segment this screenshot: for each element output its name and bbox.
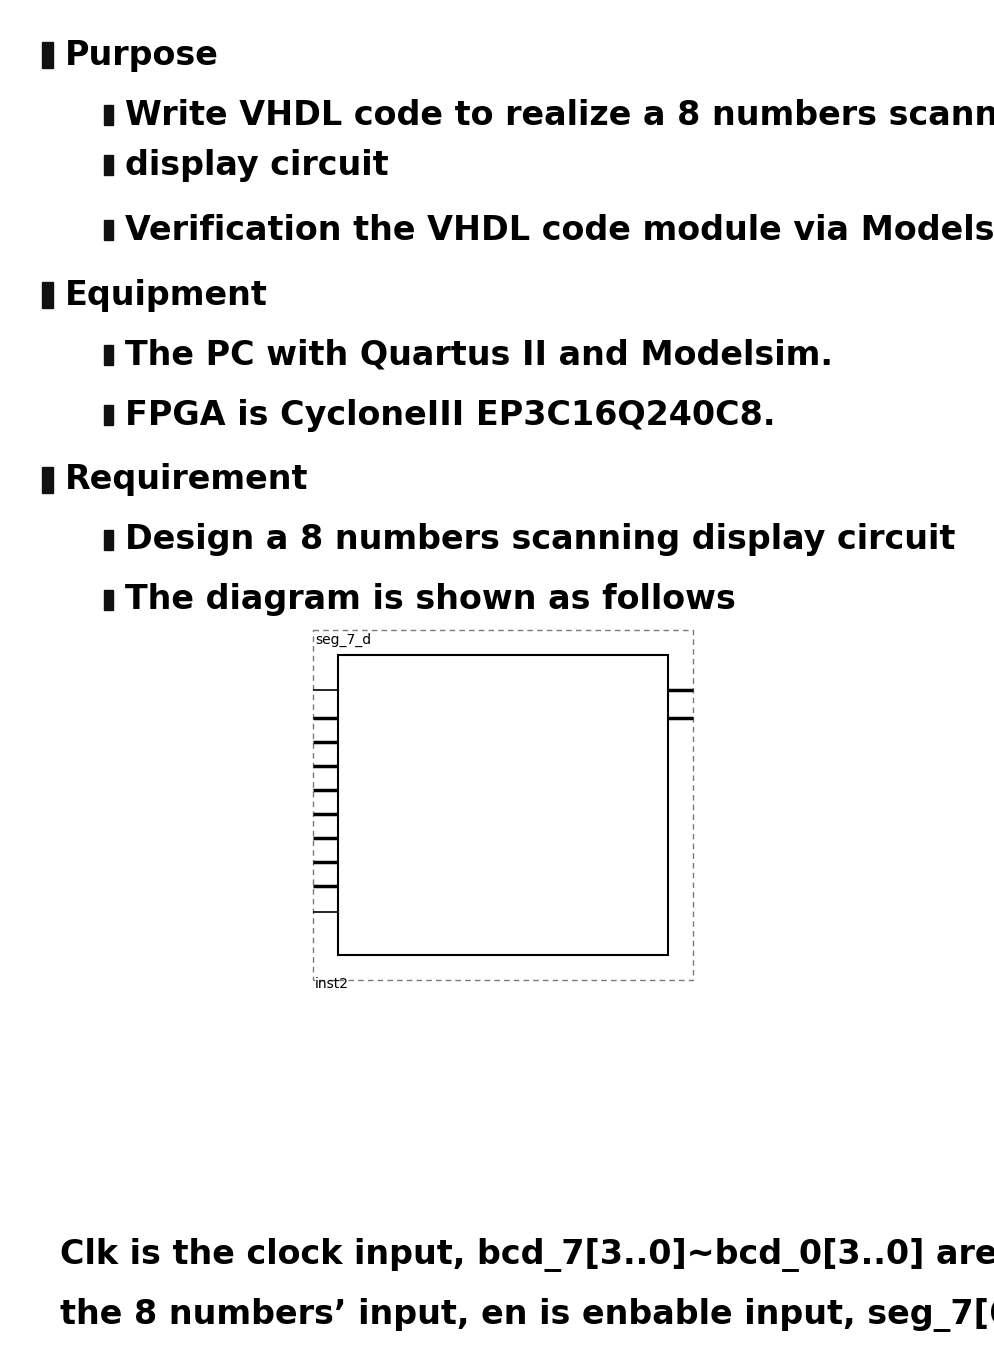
Text: FPGA is CycloneIII EP3C16Q240C8.: FPGA is CycloneIII EP3C16Q240C8. bbox=[125, 398, 774, 431]
Bar bbox=[104, 530, 113, 550]
Bar bbox=[42, 42, 53, 68]
Text: Requirement: Requirement bbox=[65, 463, 308, 496]
Bar bbox=[104, 154, 113, 175]
Text: bcd_2[3..0]: bcd_2[3..0] bbox=[344, 831, 421, 846]
Text: The PC with Quartus II and Modelsim.: The PC with Quartus II and Modelsim. bbox=[125, 339, 832, 371]
Text: inst2: inst2 bbox=[315, 977, 349, 991]
Bar bbox=[104, 589, 113, 610]
Text: bcd_0[3..0]: bcd_0[3..0] bbox=[344, 879, 421, 893]
Text: bcd_1[3..0]: bcd_1[3..0] bbox=[344, 855, 422, 869]
Bar bbox=[104, 104, 113, 125]
Bar bbox=[42, 282, 53, 308]
Text: seg_7_d: seg_7_d bbox=[315, 633, 371, 648]
Text: bcd_7[3..0]: bcd_7[3..0] bbox=[344, 711, 421, 725]
Bar bbox=[313, 630, 692, 980]
Bar bbox=[104, 405, 113, 425]
Text: bcd_3[3..0]: bcd_3[3..0] bbox=[344, 808, 421, 821]
Text: Purpose: Purpose bbox=[65, 38, 219, 72]
Text: en: en bbox=[344, 905, 361, 919]
Text: bcd_4[3..0]: bcd_4[3..0] bbox=[344, 783, 421, 797]
Text: bcd_5[3..0]: bcd_5[3..0] bbox=[344, 759, 421, 774]
Text: Design a 8 numbers scanning display circuit: Design a 8 numbers scanning display circ… bbox=[125, 523, 954, 557]
Text: Equipment: Equipment bbox=[65, 279, 267, 312]
Text: seg_7[6..0]: seg_7[6..0] bbox=[583, 683, 661, 696]
Text: The diagram is shown as follows: The diagram is shown as follows bbox=[125, 584, 736, 617]
Text: clk: clk bbox=[344, 683, 363, 696]
Bar bbox=[104, 220, 113, 240]
Text: display circuit: display circuit bbox=[125, 149, 389, 182]
Text: Verification the VHDL code module via Modelsim.: Verification the VHDL code module via Mo… bbox=[125, 214, 994, 247]
Text: bcd_6[3..0]: bcd_6[3..0] bbox=[344, 734, 422, 749]
Text: the 8 numbers’ input, en is enbable input, seg_7[6..0]: the 8 numbers’ input, en is enbable inpu… bbox=[60, 1298, 994, 1332]
Bar bbox=[338, 654, 667, 955]
Text: Write VHDL code to realize a 8 numbers scanning: Write VHDL code to realize a 8 numbers s… bbox=[125, 99, 994, 131]
Text: dig[2..0]: dig[2..0] bbox=[602, 711, 661, 725]
Bar bbox=[42, 467, 53, 493]
Text: Clk is the clock input, bcd_7[3..0]~bcd_0[3..0] are: Clk is the clock input, bcd_7[3..0]~bcd_… bbox=[60, 1238, 994, 1272]
Bar bbox=[104, 346, 113, 364]
